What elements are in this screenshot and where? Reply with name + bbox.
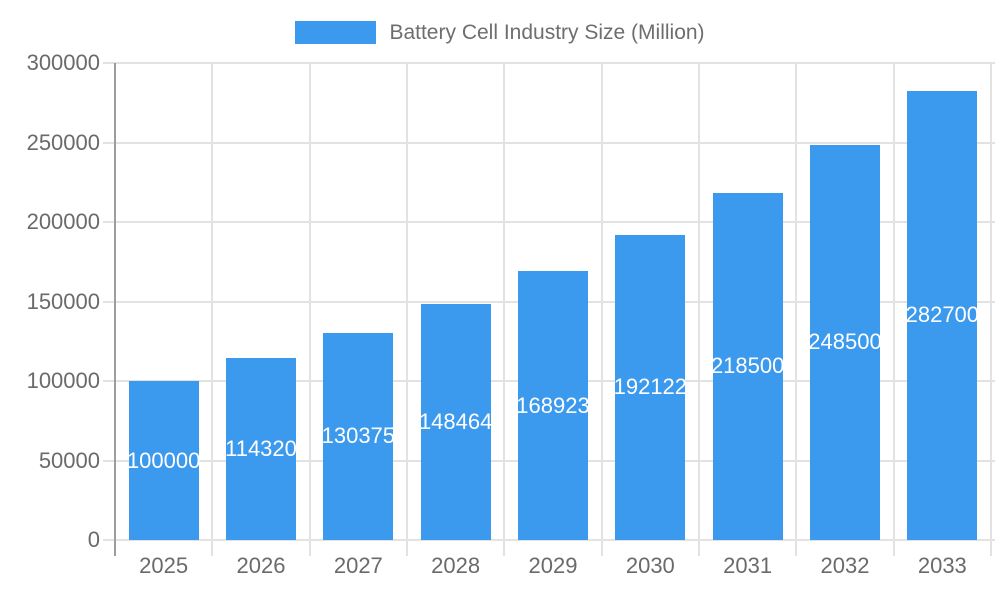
bar-value-label: 100000 — [126, 447, 201, 473]
bar-value-label: 192122 — [613, 374, 688, 400]
y-gridline — [103, 62, 995, 64]
bar-2030[interactable] — [615, 234, 686, 540]
y-axis-tick-label: 300000 — [26, 50, 100, 75]
y-axis-tick-label: 200000 — [26, 209, 100, 234]
x-gridline — [308, 63, 311, 556]
bar-value-label: 114320 — [225, 436, 297, 462]
y-axis-tick-label: 250000 — [26, 129, 100, 155]
bar-value-label: 248500 — [808, 329, 882, 355]
bar-2031[interactable] — [712, 192, 783, 540]
bar-value-label: 148464 — [418, 408, 493, 434]
y-gridline — [103, 539, 995, 541]
x-axis-tick-label: 2030 — [625, 553, 675, 578]
bar-2032[interactable] — [810, 144, 880, 540]
bar-value-label: 130375 — [321, 423, 396, 449]
y-gridline — [103, 221, 995, 223]
legend-series-label: Battery Cell Industry Size (Million) — [389, 20, 705, 44]
x-axis-tick-label: 2032 — [820, 553, 870, 578]
x-axis-tick-label: 2031 — [723, 553, 773, 578]
x-axis-tick-label: 2029 — [528, 553, 578, 578]
x-axis-tick-label: 2026 — [236, 553, 286, 578]
bar-2033[interactable] — [907, 90, 978, 540]
bar-value-label: 168923 — [516, 392, 590, 418]
x-axis-tick-label: 2028 — [431, 553, 481, 578]
bar-value-label: 282700 — [905, 302, 980, 328]
x-gridline — [698, 63, 700, 556]
bar-2029[interactable] — [518, 271, 588, 540]
legend-color-swatch — [295, 21, 377, 44]
chart-legend[interactable]: Battery Cell Industry Size (Million) — [0, 21, 1000, 44]
x-axis-tick-label: 2027 — [333, 553, 383, 578]
bar-2026[interactable] — [226, 358, 296, 540]
x-gridline — [503, 63, 506, 556]
x-gridline — [211, 63, 214, 556]
y-axis-tick-label: 50000 — [38, 447, 100, 473]
x-gridline — [600, 63, 603, 556]
x-gridline — [892, 63, 895, 556]
bar-value-label: 218500 — [710, 353, 785, 379]
x-gridline — [990, 63, 992, 556]
y-axis-tick-label: 100000 — [26, 368, 100, 393]
x-gridline — [795, 63, 798, 556]
x-axis-tick-label: 2025 — [139, 553, 189, 578]
y-axis-tick-label: 150000 — [26, 288, 100, 314]
y-axis-tick-label: 0 — [87, 527, 100, 552]
x-gridline — [406, 63, 408, 556]
bar-2025[interactable] — [128, 381, 199, 540]
y-axis-line — [114, 63, 116, 556]
bar-2028[interactable] — [420, 303, 491, 540]
y-gridline — [103, 141, 995, 144]
bar-2027[interactable] — [323, 332, 394, 540]
x-axis-tick-label: 2033 — [917, 553, 967, 578]
